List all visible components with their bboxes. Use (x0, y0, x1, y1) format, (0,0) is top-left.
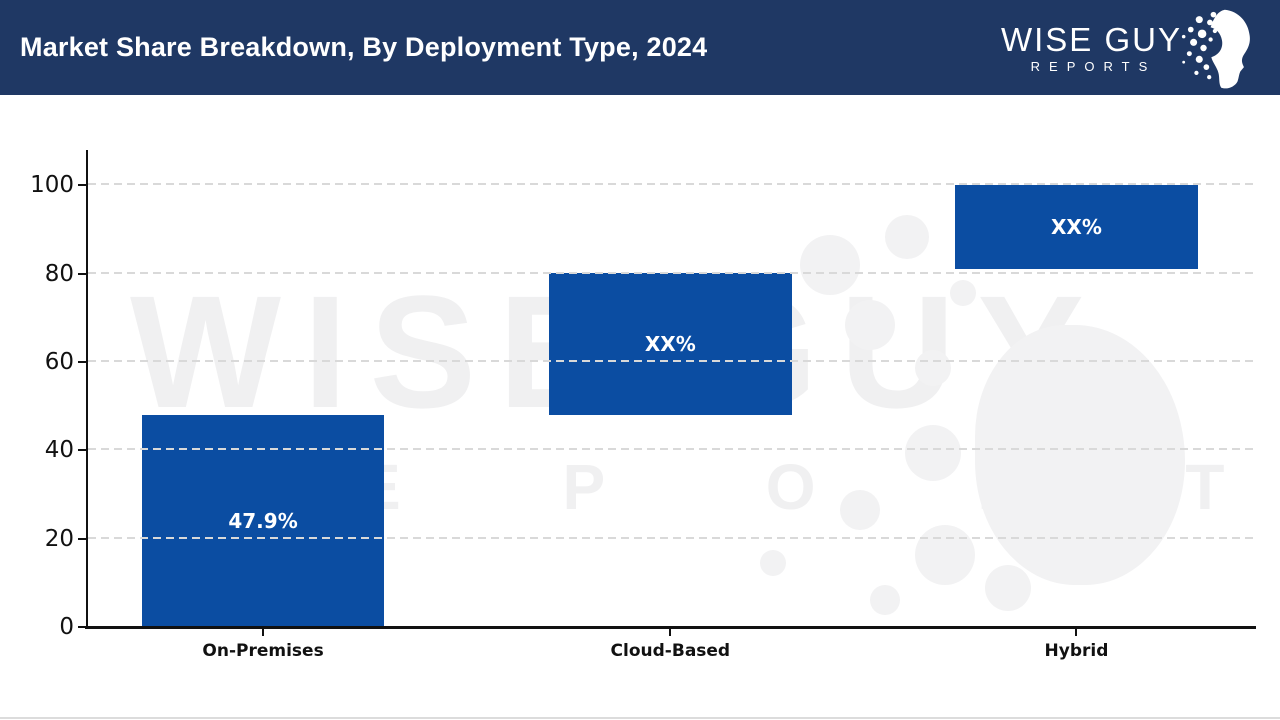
y-axis-line (86, 150, 88, 628)
y-tick-mark (78, 184, 87, 187)
x-category-label-on-premises: On-Premises (202, 641, 324, 661)
y-tick-mark (78, 537, 87, 540)
bar-cloud-based: XX% (548, 273, 792, 416)
x-tick-mark (1075, 629, 1078, 636)
plot-area: 47.9% XX% XX% (88, 152, 1255, 627)
brand-text: WISE GUY REPORTS (1001, 23, 1182, 73)
brand-name: WISE GUY (1000, 20, 1182, 58)
dotted-face-icon (1181, 9, 1250, 88)
bottom-border (0, 717, 1280, 719)
y-tick-label-60: 60 (44, 348, 74, 375)
y-tick-mark (78, 626, 87, 628)
x-category-label-hybrid: Hybrid (1044, 641, 1109, 661)
brand-subtitle: REPORTS (1030, 58, 1157, 74)
y-tick-label-20: 20 (44, 525, 74, 552)
bar-value-label: 47.9% (228, 509, 298, 534)
bar-value-label: XX% (644, 332, 696, 357)
y-tick-mark (78, 272, 87, 275)
gridline-40 (88, 448, 1255, 451)
y-tick-label-0: 0 (59, 614, 74, 640)
chart-canvas: WISE GUY R E P O R T S 47.9%XX%XX% 02040… (0, 95, 1280, 720)
bar-value-label: XX% (1051, 215, 1102, 240)
gridline-60 (88, 359, 1255, 362)
brand-logo: WISE GUY REPORTS (1001, 5, 1256, 91)
gridline-20 (88, 536, 1255, 539)
gridline-80 (88, 271, 1255, 274)
x-tick-mark (669, 629, 672, 636)
header-bar: Market Share Breakdown, By Deployment Ty… (0, 0, 1280, 95)
y-tick-label-40: 40 (44, 437, 74, 464)
gridline-100 (88, 183, 1255, 186)
x-tick-mark (262, 629, 265, 636)
x-axis-line (85, 626, 1256, 629)
y-tick-mark (78, 449, 87, 452)
y-tick-mark (78, 360, 87, 363)
y-tick-label-100: 100 (30, 172, 74, 199)
bar-hybrid: XX% (955, 185, 1198, 270)
chart-title: Market Share Breakdown, By Deployment Ty… (20, 32, 708, 62)
x-category-label-cloud-based: Cloud-Based (610, 641, 731, 661)
bar-on-premises: 47.9% (141, 415, 385, 627)
y-tick-label-80: 80 (44, 260, 74, 287)
